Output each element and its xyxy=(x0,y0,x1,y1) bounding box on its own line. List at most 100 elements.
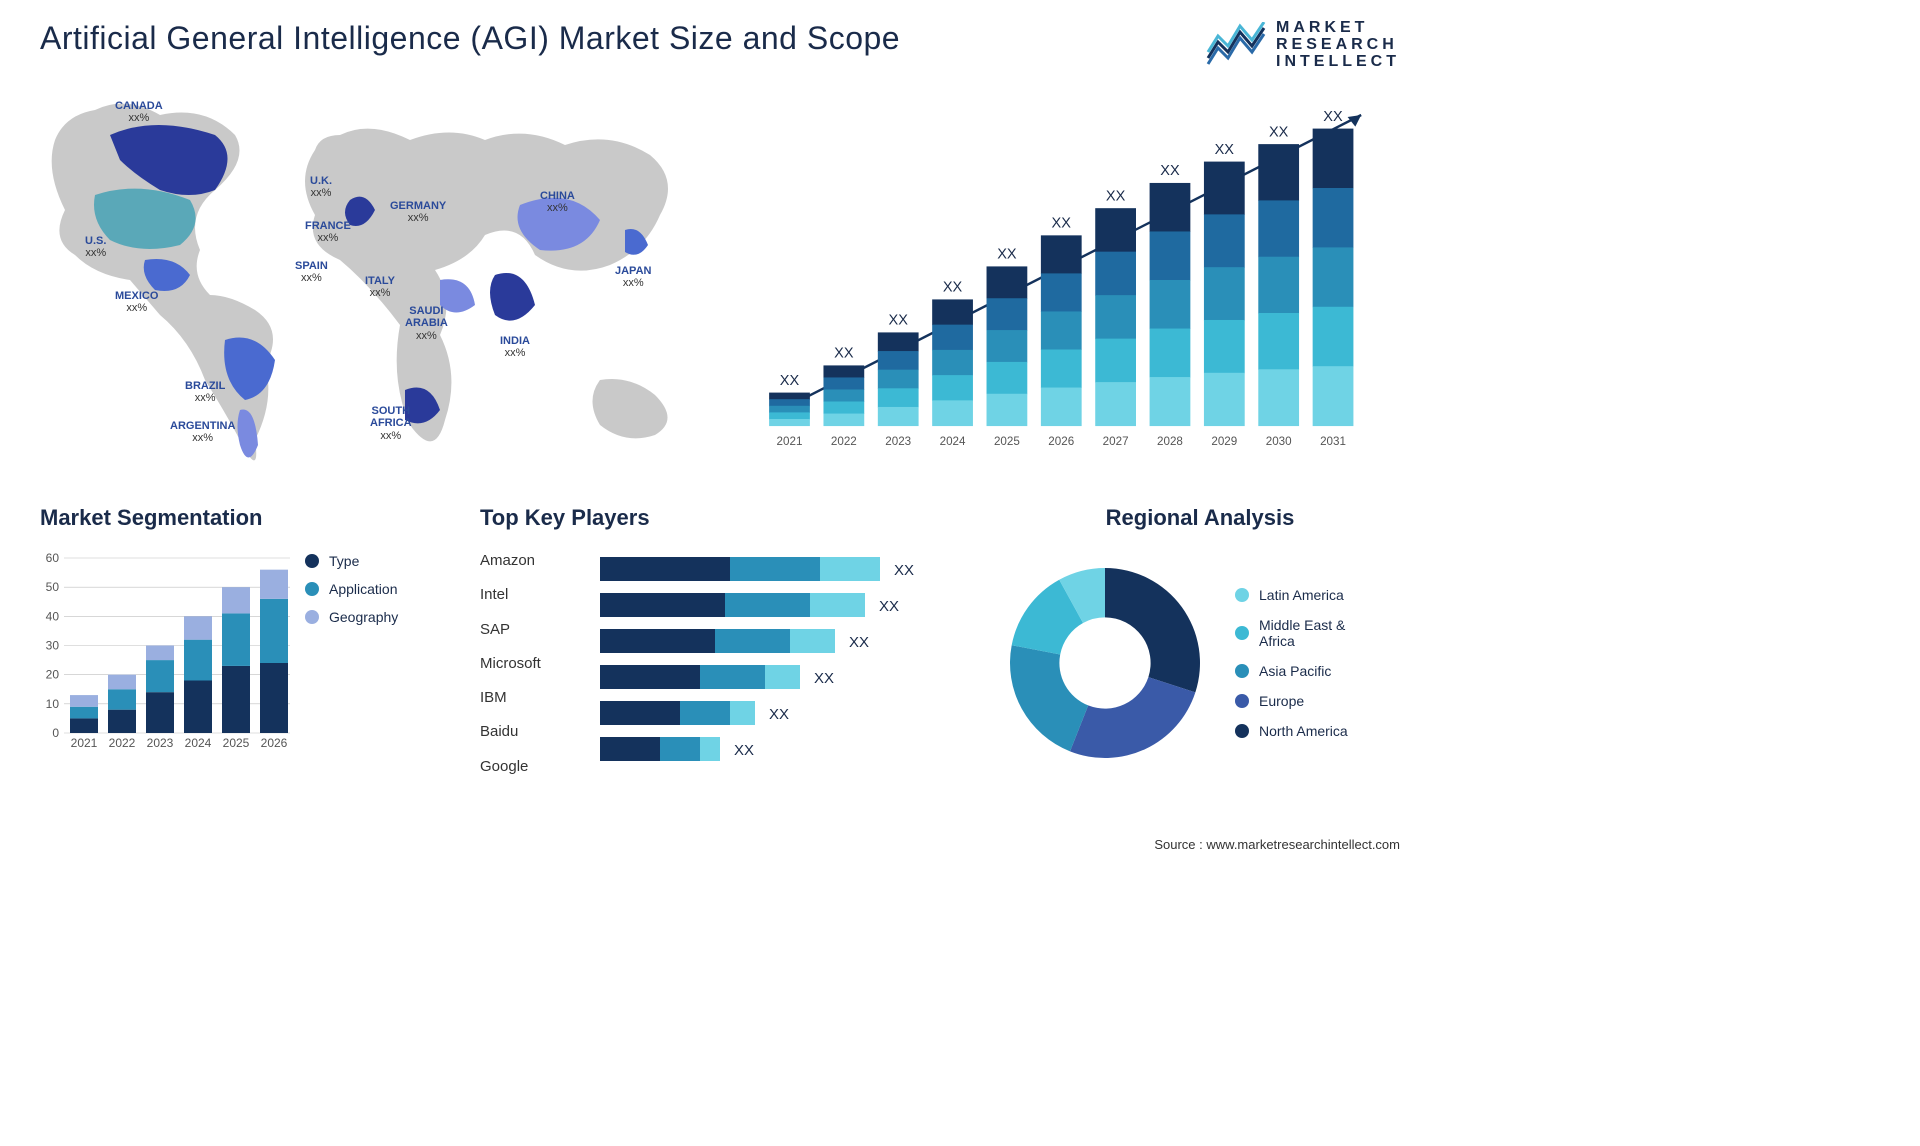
source-attribution: Source : www.marketresearchintellect.com xyxy=(1154,837,1400,852)
legend-item: Geography xyxy=(305,609,450,625)
legend-label: Application xyxy=(329,581,398,597)
player-name: SAP xyxy=(480,621,580,638)
map-label: MEXICOxx% xyxy=(115,290,158,314)
map-label: CHINAxx% xyxy=(540,190,575,214)
svg-text:2026: 2026 xyxy=(1048,435,1074,448)
world-map: U.S.xx% CANADAxx% MEXICOxx% BRAZILxx% ARGENT… xyxy=(40,80,700,480)
svg-text:20: 20 xyxy=(46,668,60,682)
legend-item: North America xyxy=(1235,723,1400,739)
svg-text:XX: XX xyxy=(889,313,909,329)
svg-text:XX: XX xyxy=(943,280,963,296)
svg-text:0: 0 xyxy=(52,726,59,740)
svg-text:2025: 2025 xyxy=(994,435,1020,448)
map-label: ITALYxx% xyxy=(365,275,395,299)
player-name: Microsoft xyxy=(480,655,580,672)
svg-text:XX: XX xyxy=(894,562,914,579)
svg-text:2026: 2026 xyxy=(261,736,288,750)
svg-text:XX: XX xyxy=(849,634,869,651)
legend-dot-icon xyxy=(1235,626,1249,640)
regional-title: Regional Analysis xyxy=(1000,505,1400,531)
legend-item: Application xyxy=(305,581,450,597)
svg-text:XX: XX xyxy=(879,598,899,615)
svg-text:60: 60 xyxy=(46,551,60,565)
svg-text:XX: XX xyxy=(1269,125,1289,141)
regional-panel: Regional Analysis Latin America Middle Ea… xyxy=(1000,480,1400,770)
legend-dot-icon xyxy=(1235,588,1249,602)
svg-text:2027: 2027 xyxy=(1103,435,1129,448)
legend-dot-icon xyxy=(305,554,319,568)
players-panel: Top Key Players AmazonIntelSAPMicrosoftI… xyxy=(480,480,970,770)
legend-item: Middle East &Africa xyxy=(1235,617,1400,649)
svg-text:40: 40 xyxy=(46,610,60,624)
legend-dot-icon xyxy=(1235,724,1249,738)
logo-text-3: INTELLECT xyxy=(1276,54,1400,71)
svg-text:2023: 2023 xyxy=(147,736,174,750)
logo-text-1: MARKET xyxy=(1276,20,1400,37)
svg-text:XX: XX xyxy=(834,346,854,362)
map-label: ARGENTINAxx% xyxy=(170,420,235,444)
growth-chart-svg: XX2021XX2022XX2023XX2024XX2025XX2026XX20… xyxy=(740,80,1400,480)
legend-item: Asia Pacific xyxy=(1235,663,1400,679)
page-title: Artificial General Intelligence (AGI) Ma… xyxy=(40,20,900,57)
player-name: IBM xyxy=(480,689,580,706)
svg-text:XX: XX xyxy=(1106,189,1126,205)
svg-text:XX: XX xyxy=(1052,216,1072,232)
svg-text:2029: 2029 xyxy=(1211,435,1237,448)
players-title: Top Key Players xyxy=(480,505,970,531)
svg-text:2022: 2022 xyxy=(109,736,136,750)
svg-text:2028: 2028 xyxy=(1157,435,1183,448)
svg-text:2031: 2031 xyxy=(1320,435,1346,448)
map-label: U.S.xx% xyxy=(85,235,106,259)
logo-text-2: RESEARCH xyxy=(1276,37,1400,54)
svg-text:50: 50 xyxy=(46,581,60,595)
logo-mark-icon xyxy=(1206,22,1266,68)
legend-label: Geography xyxy=(329,609,398,625)
logo: MARKET RESEARCH INTELLECT xyxy=(1206,20,1400,70)
regional-donut-svg xyxy=(1000,558,1210,768)
map-label: GERMANYxx% xyxy=(390,200,446,224)
map-label: CANADAxx% xyxy=(115,100,163,124)
map-label: SOUTHAFRICAxx% xyxy=(370,405,412,441)
growth-chart: XX2021XX2022XX2023XX2024XX2025XX2026XX20… xyxy=(740,80,1400,480)
legend-dot-icon xyxy=(1235,664,1249,678)
legend-dot-icon xyxy=(305,582,319,596)
map-label: FRANCExx% xyxy=(305,220,351,244)
svg-text:2024: 2024 xyxy=(185,736,212,750)
player-name: Baidu xyxy=(480,723,580,740)
player-name: Amazon xyxy=(480,552,580,569)
map-label: JAPANxx% xyxy=(615,265,651,289)
player-name: Google xyxy=(480,758,580,775)
svg-text:XX: XX xyxy=(769,706,789,723)
legend-label: Europe xyxy=(1259,693,1304,709)
svg-text:XX: XX xyxy=(780,373,800,389)
svg-text:30: 30 xyxy=(46,639,60,653)
legend-label: Middle East &Africa xyxy=(1259,617,1345,649)
svg-text:2024: 2024 xyxy=(940,435,966,448)
legend-label: Asia Pacific xyxy=(1259,663,1331,679)
segmentation-chart-svg: 0 10 20 30 40 50 60 2021 2022 2023 2024 2025 2026 xyxy=(40,543,290,783)
regional-legend: Latin America Middle East &Africa Asia Pac… xyxy=(1235,587,1400,739)
legend-label: North America xyxy=(1259,723,1348,739)
legend-dot-icon xyxy=(305,610,319,624)
svg-text:2030: 2030 xyxy=(1266,435,1292,448)
segmentation-legend: Type Application Geography xyxy=(305,543,450,783)
map-label: U.K.xx% xyxy=(310,175,332,199)
svg-text:10: 10 xyxy=(46,697,60,711)
svg-text:XX: XX xyxy=(734,742,754,759)
legend-dot-icon xyxy=(1235,694,1249,708)
legend-label: Latin America xyxy=(1259,587,1344,603)
legend-item: Type xyxy=(305,553,450,569)
legend-item: Europe xyxy=(1235,693,1400,709)
players-names: AmazonIntelSAPMicrosoftIBMBaiduGoogle xyxy=(480,543,580,783)
map-label: SAUDIARABIAxx% xyxy=(405,305,448,341)
svg-text:2021: 2021 xyxy=(71,736,98,750)
svg-text:2023: 2023 xyxy=(885,435,911,448)
svg-text:2022: 2022 xyxy=(831,435,857,448)
map-label: INDIAxx% xyxy=(500,335,530,359)
map-label: SPAINxx% xyxy=(295,260,328,284)
players-chart-svg: XXXXXXXXXXXX xyxy=(590,543,970,783)
svg-text:2025: 2025 xyxy=(223,736,250,750)
svg-text:XX: XX xyxy=(997,247,1017,263)
map-label: BRAZILxx% xyxy=(185,380,225,404)
legend-label: Type xyxy=(329,553,359,569)
